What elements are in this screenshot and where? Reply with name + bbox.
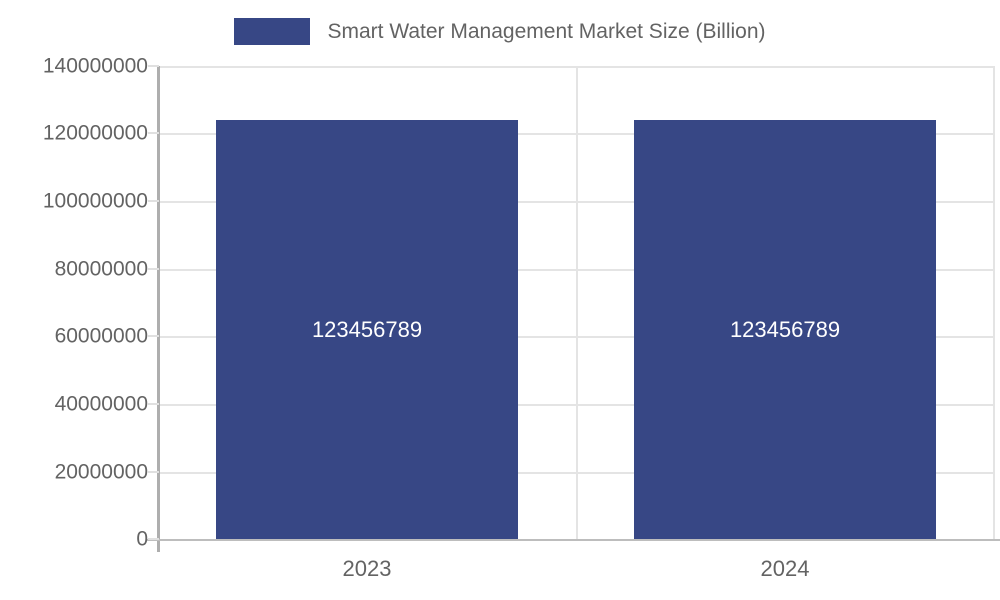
plot-area: 123456789 123456789 [159,66,995,541]
y-tick-label-20000000: 20000000 [54,460,148,484]
bar-value-label-2023: 123456789 [311,317,423,342]
y-tick-label-60000000: 60000000 [54,324,148,348]
chart-legend: Smart Water Management Market Size (Bill… [0,14,1000,48]
y-tick-label-80000000: 80000000 [54,257,148,281]
x-axis-line [147,539,1000,541]
y-tick-label-0: 0 [136,527,148,551]
x-tick-label-2024: 2024 [760,556,810,581]
x-tick-label-2023: 2023 [342,556,392,581]
gridline-category-separator [576,66,578,540]
gridline-right-edge [993,66,995,540]
legend-item-label: Smart Water Management Market Size (Bill… [327,19,766,43]
y-tick-label-140000000: 140000000 [42,54,148,78]
y-axis-line [157,66,160,552]
y-tick-label-120000000: 120000000 [42,121,148,145]
bar-value-label-2024: 123456789 [729,317,841,342]
bar-2023[interactable]: 123456789 [216,120,518,540]
y-tick-label-40000000: 40000000 [54,392,148,416]
legend-swatch-icon [234,17,311,45]
bar-2024[interactable]: 123456789 [634,120,936,540]
y-tick-label-100000000: 100000000 [42,189,148,213]
legend-item-smart-water[interactable]: Smart Water Management Market Size (Bill… [234,17,766,45]
